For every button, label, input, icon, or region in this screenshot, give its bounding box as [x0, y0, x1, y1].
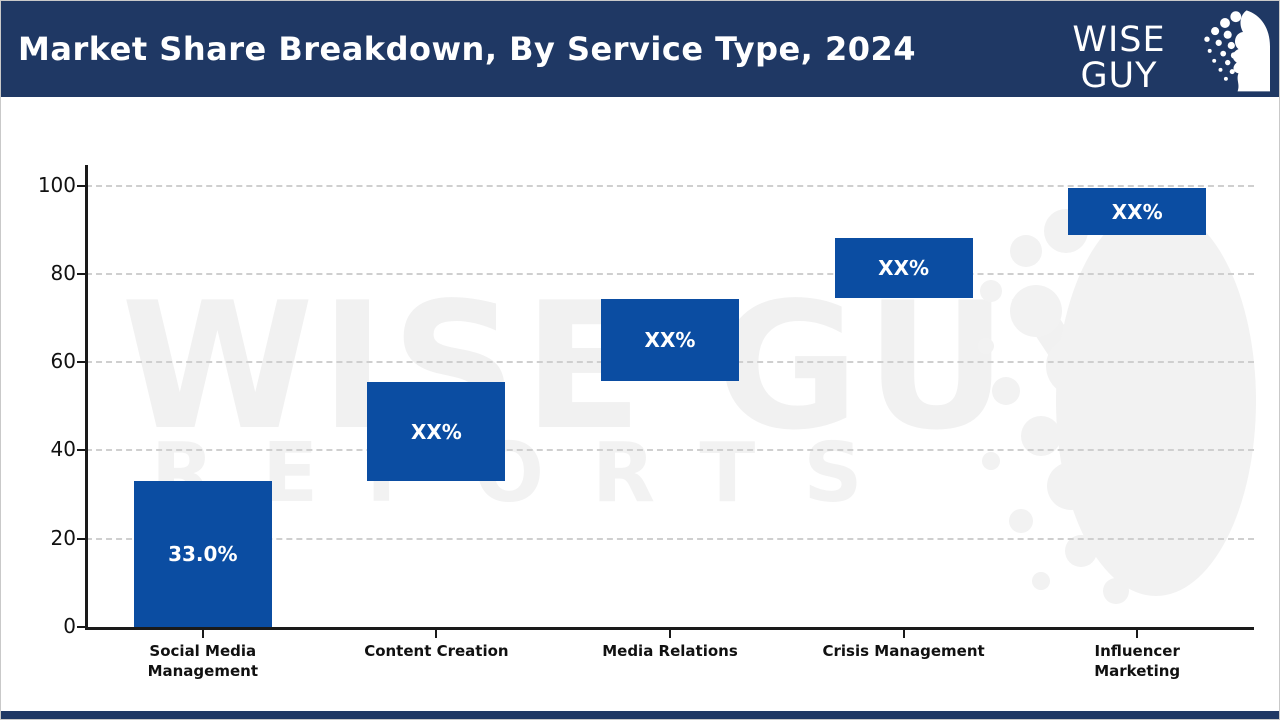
bar-value-label: XX%	[644, 327, 696, 352]
x-axis-tick	[1136, 629, 1139, 638]
x-category-label: Influencer Marketing	[1094, 642, 1181, 680]
gridline	[86, 537, 1254, 540]
y-axis-tick	[77, 626, 86, 628]
x-category-label: Crisis Management	[822, 642, 985, 660]
brand-logo: WISE GUY REPORTS	[1030, 6, 1270, 110]
y-axis-tick	[77, 184, 86, 187]
brand-subname: REPORTS	[1062, 96, 1181, 110]
x-axis-tick	[435, 629, 438, 638]
header-bar: Market Share Breakdown, By Service Type,…	[1, 1, 1279, 110]
x-axis-tick	[201, 629, 204, 638]
y-axis-tick	[77, 537, 86, 540]
gridline	[86, 184, 1254, 187]
y-tick-label: 40	[50, 437, 76, 462]
gridline	[86, 272, 1254, 275]
y-tick-label: 80	[50, 260, 76, 285]
y-tick-label: 0	[63, 614, 76, 638]
x-axis-line	[85, 627, 1254, 630]
bar-segment	[133, 481, 272, 627]
brand-name: WISE GUY	[1072, 20, 1166, 96]
page-title: Market Share Breakdown, By Service Type,…	[18, 29, 917, 68]
bar-value-label: XX%	[410, 419, 462, 444]
footer-bar	[1, 711, 1279, 719]
y-axis-tick	[77, 449, 86, 452]
bar-value-label: XX%	[1111, 199, 1163, 224]
x-axis-tick	[902, 629, 905, 638]
y-tick-label: 20	[50, 525, 76, 550]
bar-value-label: XX%	[878, 256, 930, 281]
x-category-label: Social Media Management	[147, 642, 258, 680]
bar-segment	[367, 381, 506, 482]
bar-segment	[601, 298, 739, 381]
y-tick-label: 60	[50, 349, 76, 374]
y-axis-tick	[77, 272, 86, 275]
gridline	[86, 449, 1254, 452]
x-category-label: Media Relations	[602, 642, 738, 660]
brand-logo-text: WISE GUY REPORTS	[1030, 22, 1208, 110]
bar-segment	[834, 238, 973, 299]
bar-value-label: 33.0%	[168, 542, 238, 567]
brand-face-icon	[1204, 10, 1270, 92]
y-tick-label: 100	[37, 172, 76, 197]
x-axis-tick	[669, 629, 671, 638]
y-axis-line	[85, 165, 88, 629]
y-axis-tick	[77, 361, 86, 364]
x-category-label: Content Creation	[364, 642, 509, 660]
